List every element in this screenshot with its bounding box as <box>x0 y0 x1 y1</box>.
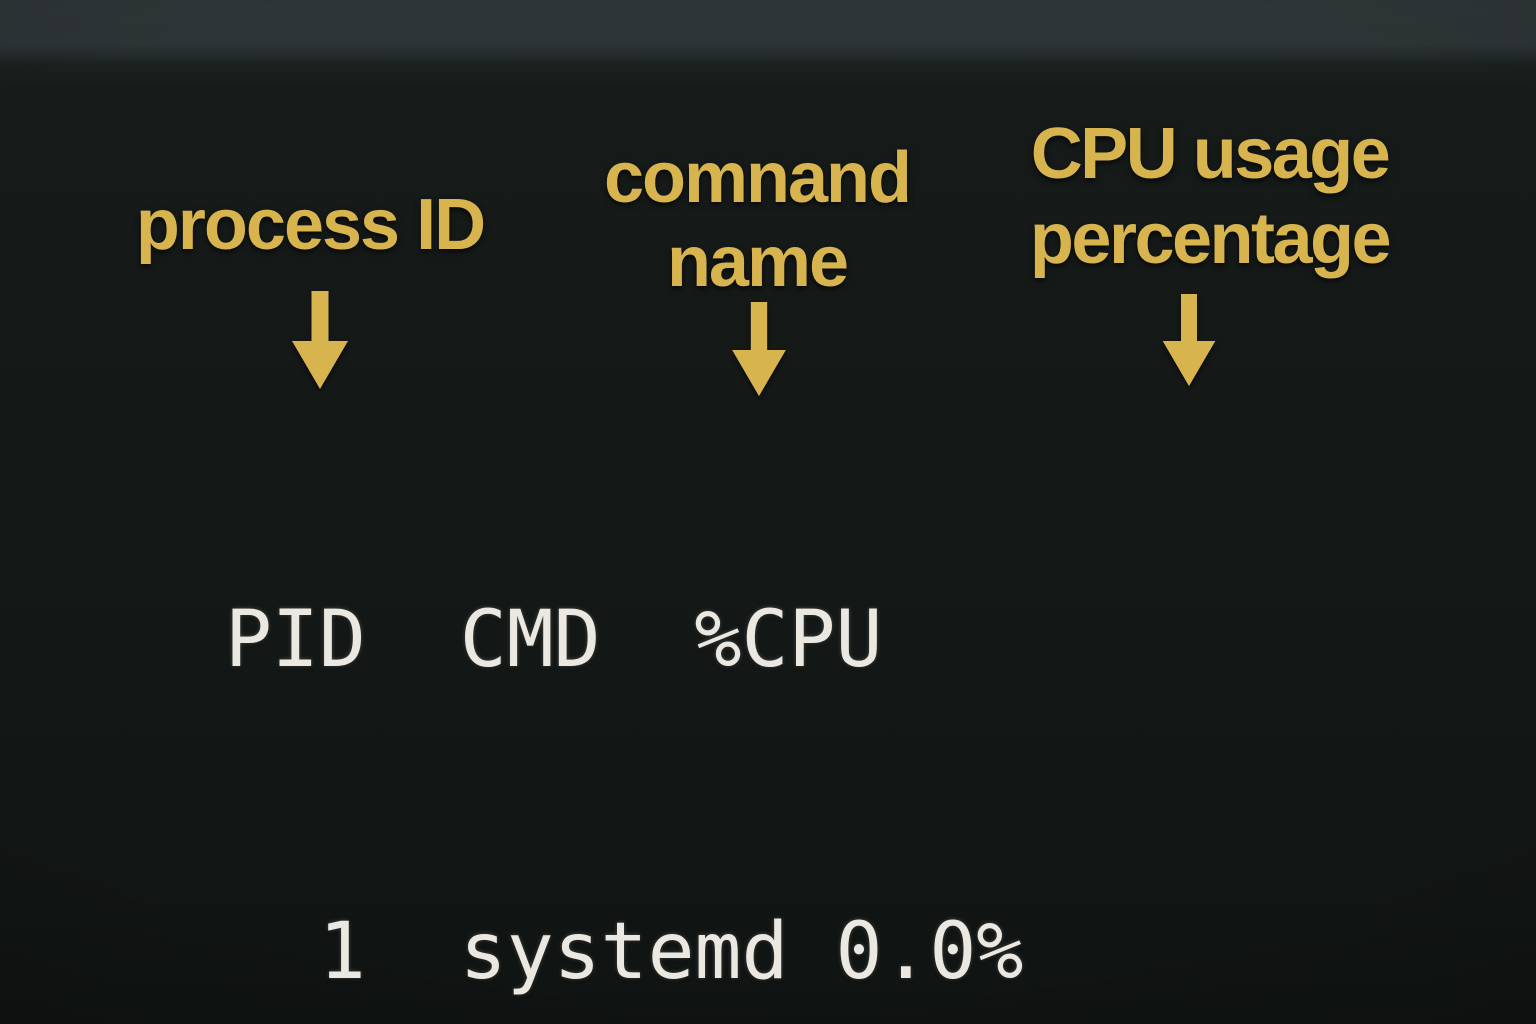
annotation-cpu-usage: CPU usage percentage <box>1022 112 1397 282</box>
down-arrow-icon <box>1158 294 1220 393</box>
down-arrow-icon <box>729 302 789 403</box>
down-arrow-icon <box>288 291 352 396</box>
terminal-process-row: 1 systemd 0.0% <box>178 907 1024 997</box>
annotation-command-name: comnand name <box>592 136 922 304</box>
terminal-header-line: PID CMD %CPU <box>178 595 883 685</box>
annotation-command-name-line1: comnand <box>603 138 912 218</box>
annotation-process-id-label: process ID <box>135 185 486 265</box>
annotation-process-id: process ID <box>110 184 510 266</box>
annotation-cpu-usage-line1: CPU usage <box>1030 114 1391 194</box>
annotation-cpu-usage-line2: percentage <box>1029 199 1392 279</box>
terminal-output: PID CMD %CPU 1 systemd 0.0% 234 /usr/lib… <box>178 380 1399 1024</box>
annotation-command-name-line2: name <box>666 222 849 302</box>
